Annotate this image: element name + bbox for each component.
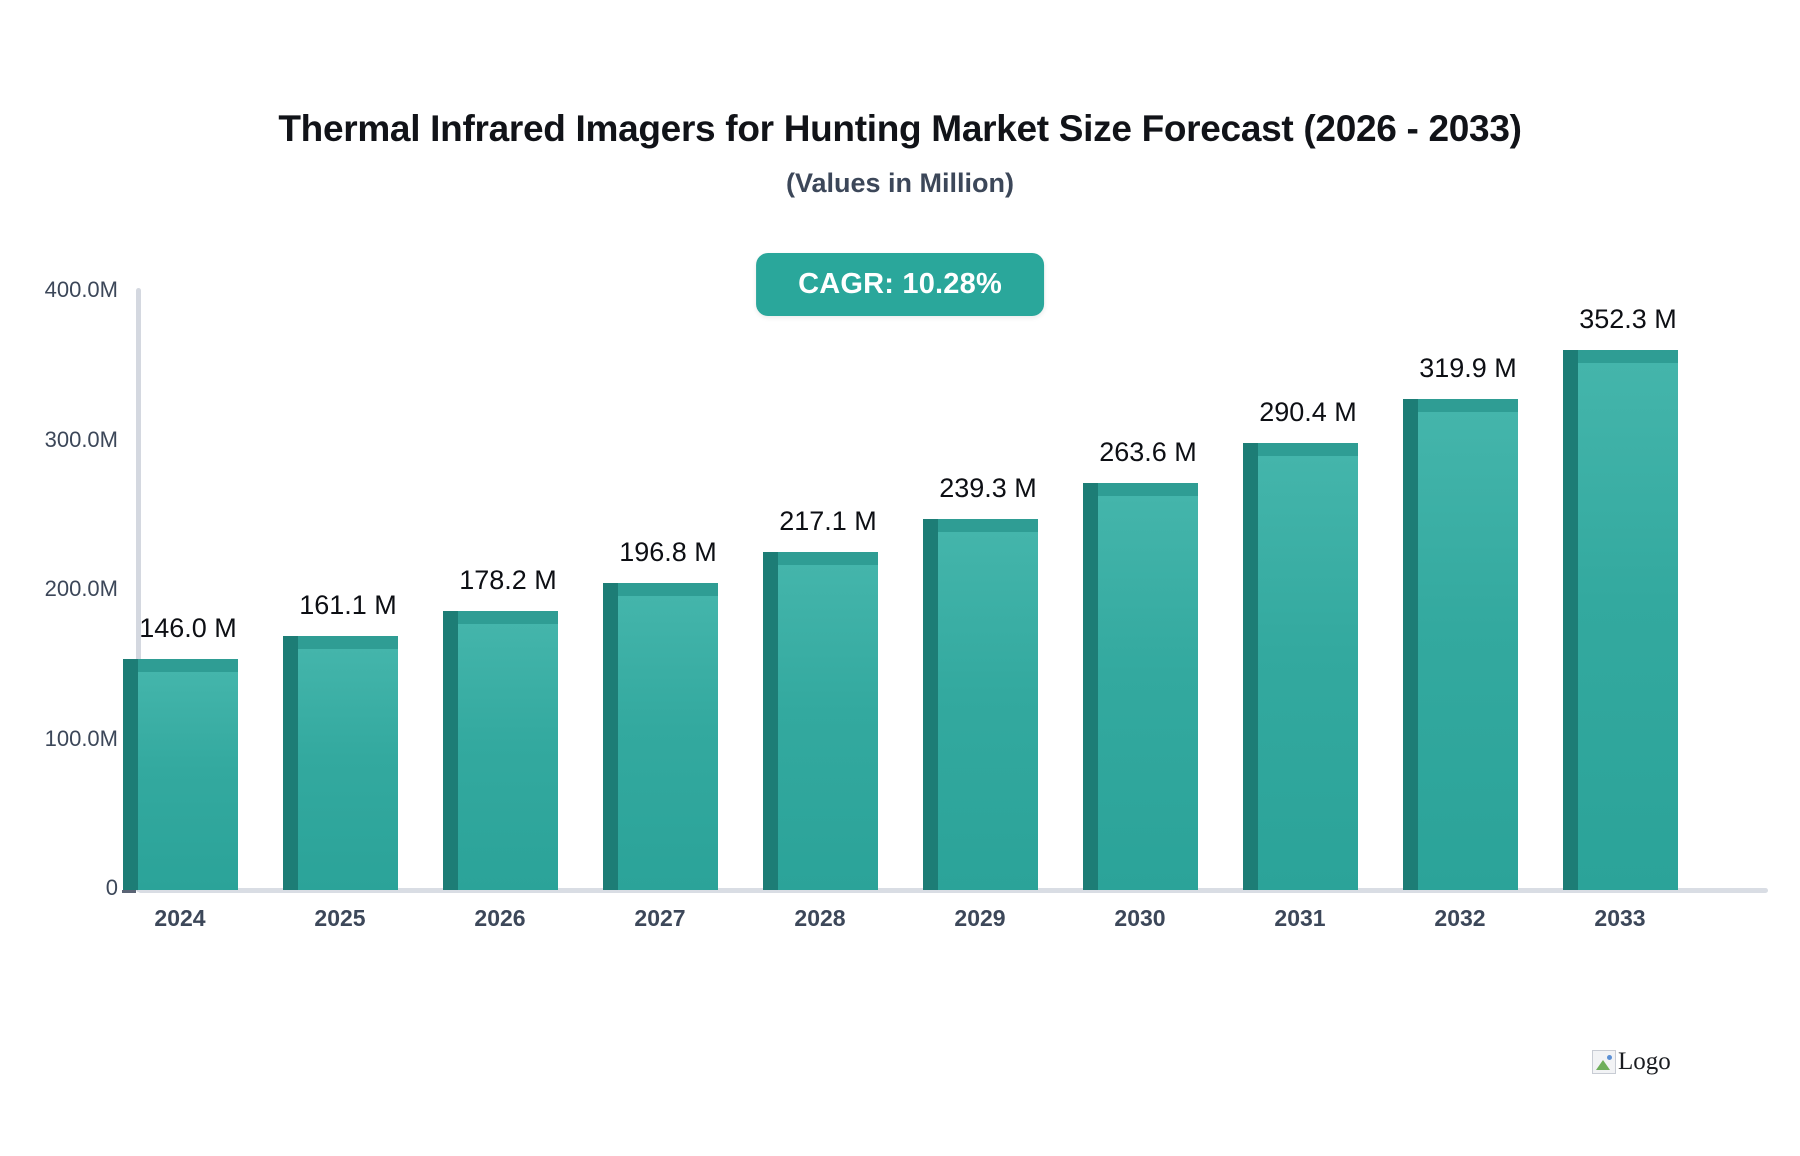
bar-value-label: 196.8 M [619,536,717,567]
x-axis-tick-label: 2028 [794,905,846,931]
bar-front-face [617,595,718,890]
bar-side-face [762,552,778,890]
bar-value-label: 217.1 M [779,506,877,537]
x-axis-line [138,888,1768,893]
y-axis-tick-label: 300.0M [44,426,118,452]
bar-top-bevel [1097,482,1198,496]
bar-value-label: 239.3 M [939,473,1037,504]
bar [1082,482,1198,890]
y-axis-tick-label: 400.0M [44,277,118,302]
bar-top-bevel [137,658,238,672]
bar-front-face [1097,495,1198,890]
x-axis-tick-label: 2029 [954,905,1006,931]
bar-side-face [122,658,138,890]
y-axis-zero-dash [122,890,136,893]
x-axis-tick-label: 2032 [1434,905,1486,931]
y-axis-tick-label: 100.0M [44,725,118,751]
bar-side-face [602,582,618,890]
bar-value-label: 352.3 M [1579,304,1677,335]
x-axis-tick-label: 2031 [1274,905,1326,931]
bar-value-label: 263.6 M [1099,436,1197,467]
bar-top-bevel [617,582,718,596]
bar-side-face [1562,350,1578,890]
bar-front-face [1417,411,1518,890]
x-axis-tick-label: 2026 [474,905,526,931]
bar-side-face [1242,442,1258,890]
bar [442,610,558,890]
bar-front-face [777,565,878,890]
y-axis-tick-label: 0 [105,875,118,900]
bar-value-label: 290.4 M [1259,396,1357,427]
bar-front-face [457,623,558,890]
x-axis-tick-label: 2024 [154,905,206,931]
logo: Logo [1592,1048,1671,1076]
bar-value-label: 161.1 M [299,590,397,621]
bar-side-face [922,519,938,890]
bar [1242,442,1358,890]
x-axis-tick-label: 2025 [314,905,366,931]
x-axis-tick-label: 2033 [1594,905,1646,931]
bar [1402,398,1518,890]
x-axis-tick-label: 2030 [1114,905,1166,931]
y-axis-line [136,288,141,892]
page-subtitle: (Values in Million) [785,168,1015,198]
bar-value-label: 146.0 M [139,612,237,643]
bar-top-bevel [777,552,878,566]
bar-side-face [282,636,298,890]
bar [762,552,878,890]
bar-top-bevel [457,610,558,624]
bar-value-label: 178.2 M [459,564,557,595]
y-axis-tick-label: 200.0M [44,576,118,601]
bar [122,658,238,890]
bar-top-bevel [1417,398,1518,412]
cagr-badge: CAGR: 10.28% [756,253,1044,316]
bar-side-face [442,610,458,890]
bar [922,519,1038,890]
bar-side-face [1402,398,1418,890]
bar-front-face [937,532,1038,890]
bar-top-bevel [297,636,398,650]
bar [1562,350,1678,890]
bar-front-face [137,671,238,890]
bar-value-label: 319.9 M [1419,352,1517,383]
bar-front-face [1257,455,1358,890]
broken-image-icon [1592,1050,1616,1074]
bar-top-bevel [937,519,1038,533]
logo-label: Logo [1618,1048,1671,1075]
bar [282,636,398,890]
bar-top-bevel [1577,350,1678,364]
x-axis-tick-label: 2027 [634,905,686,931]
bar-front-face [297,649,398,890]
bar-side-face [1082,482,1098,890]
bar-top-bevel [1257,442,1358,456]
bar [602,582,718,890]
page-title: Thermal Infrared Imagers for Hunting Mar… [278,108,1522,149]
bar-front-face [1577,363,1678,890]
